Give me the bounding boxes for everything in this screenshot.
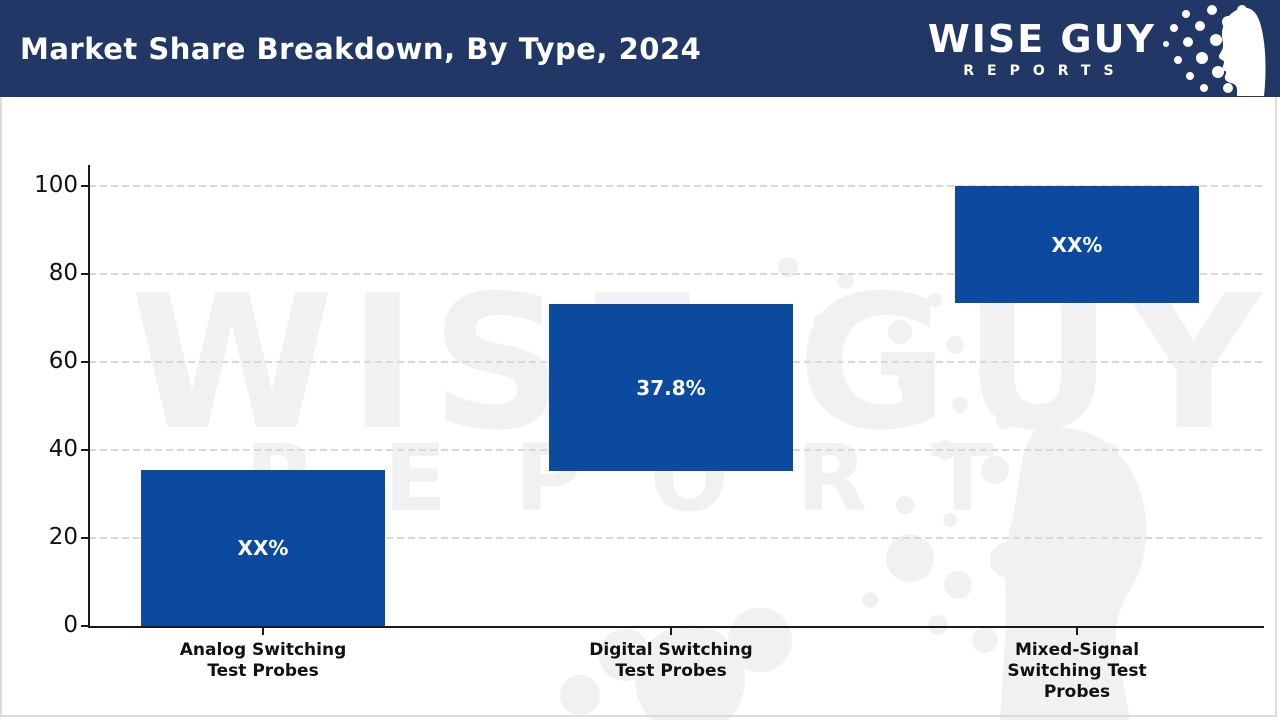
x-axis-tick-mark <box>670 628 672 635</box>
y-axis-tick-label: 0 <box>63 612 78 638</box>
bar-3: XX% <box>955 186 1199 304</box>
x-axis-category-label: Mixed-Signal Switching Test Probes <box>1007 640 1147 702</box>
y-axis-tick-mark <box>81 625 88 627</box>
header-bar: Market Share Breakdown, By Type, 2024 WI… <box>0 0 1280 97</box>
frame-right-border <box>1275 97 1277 717</box>
y-axis-tick-label: 20 <box>48 524 78 550</box>
y-axis-tick-label: 80 <box>48 260 78 286</box>
x-axis-category-label: Digital Switching Test Probes <box>589 640 753 681</box>
frame-left-border <box>0 97 2 717</box>
bar-value-label: XX% <box>237 536 289 561</box>
frame-bottom-border <box>0 715 1277 717</box>
y-axis-line <box>88 165 90 628</box>
y-axis-tick-label: 40 <box>48 436 78 462</box>
page-title: Market Share Breakdown, By Type, 2024 <box>20 31 702 66</box>
y-axis-tick-mark <box>81 449 88 451</box>
x-axis-category-label: Analog Switching Test Probes <box>179 640 347 681</box>
x-axis-line <box>88 626 1264 628</box>
x-axis-tick-mark <box>1076 628 1078 635</box>
x-axis-tick-mark <box>262 628 264 635</box>
y-axis-tick-label: 100 <box>34 172 78 198</box>
y-axis-tick-mark <box>81 273 88 275</box>
logo-wordmark: WISE GUY REPORTS <box>928 20 1156 78</box>
bar-value-label: XX% <box>1051 232 1103 257</box>
y-axis-tick-label: 60 <box>48 348 78 374</box>
wise-guy-reports-logo: WISE GUY REPORTS <box>928 2 1266 96</box>
gridline-80 <box>89 273 1262 275</box>
bar-2: 37.8% <box>549 304 793 471</box>
logo-head-icon <box>1163 4 1266 96</box>
gridline-100 <box>89 185 1262 187</box>
y-axis-tick-mark <box>81 537 88 539</box>
gridline-20 <box>89 537 1262 539</box>
logo-wordmark-line2: REPORTS <box>963 62 1127 79</box>
bar-1: XX% <box>141 470 385 626</box>
bar-value-label: 37.8% <box>636 375 706 400</box>
y-axis-tick-mark <box>81 185 88 187</box>
logo-wordmark-line1: WISE GUY <box>927 16 1156 61</box>
y-axis-tick-mark <box>81 361 88 363</box>
